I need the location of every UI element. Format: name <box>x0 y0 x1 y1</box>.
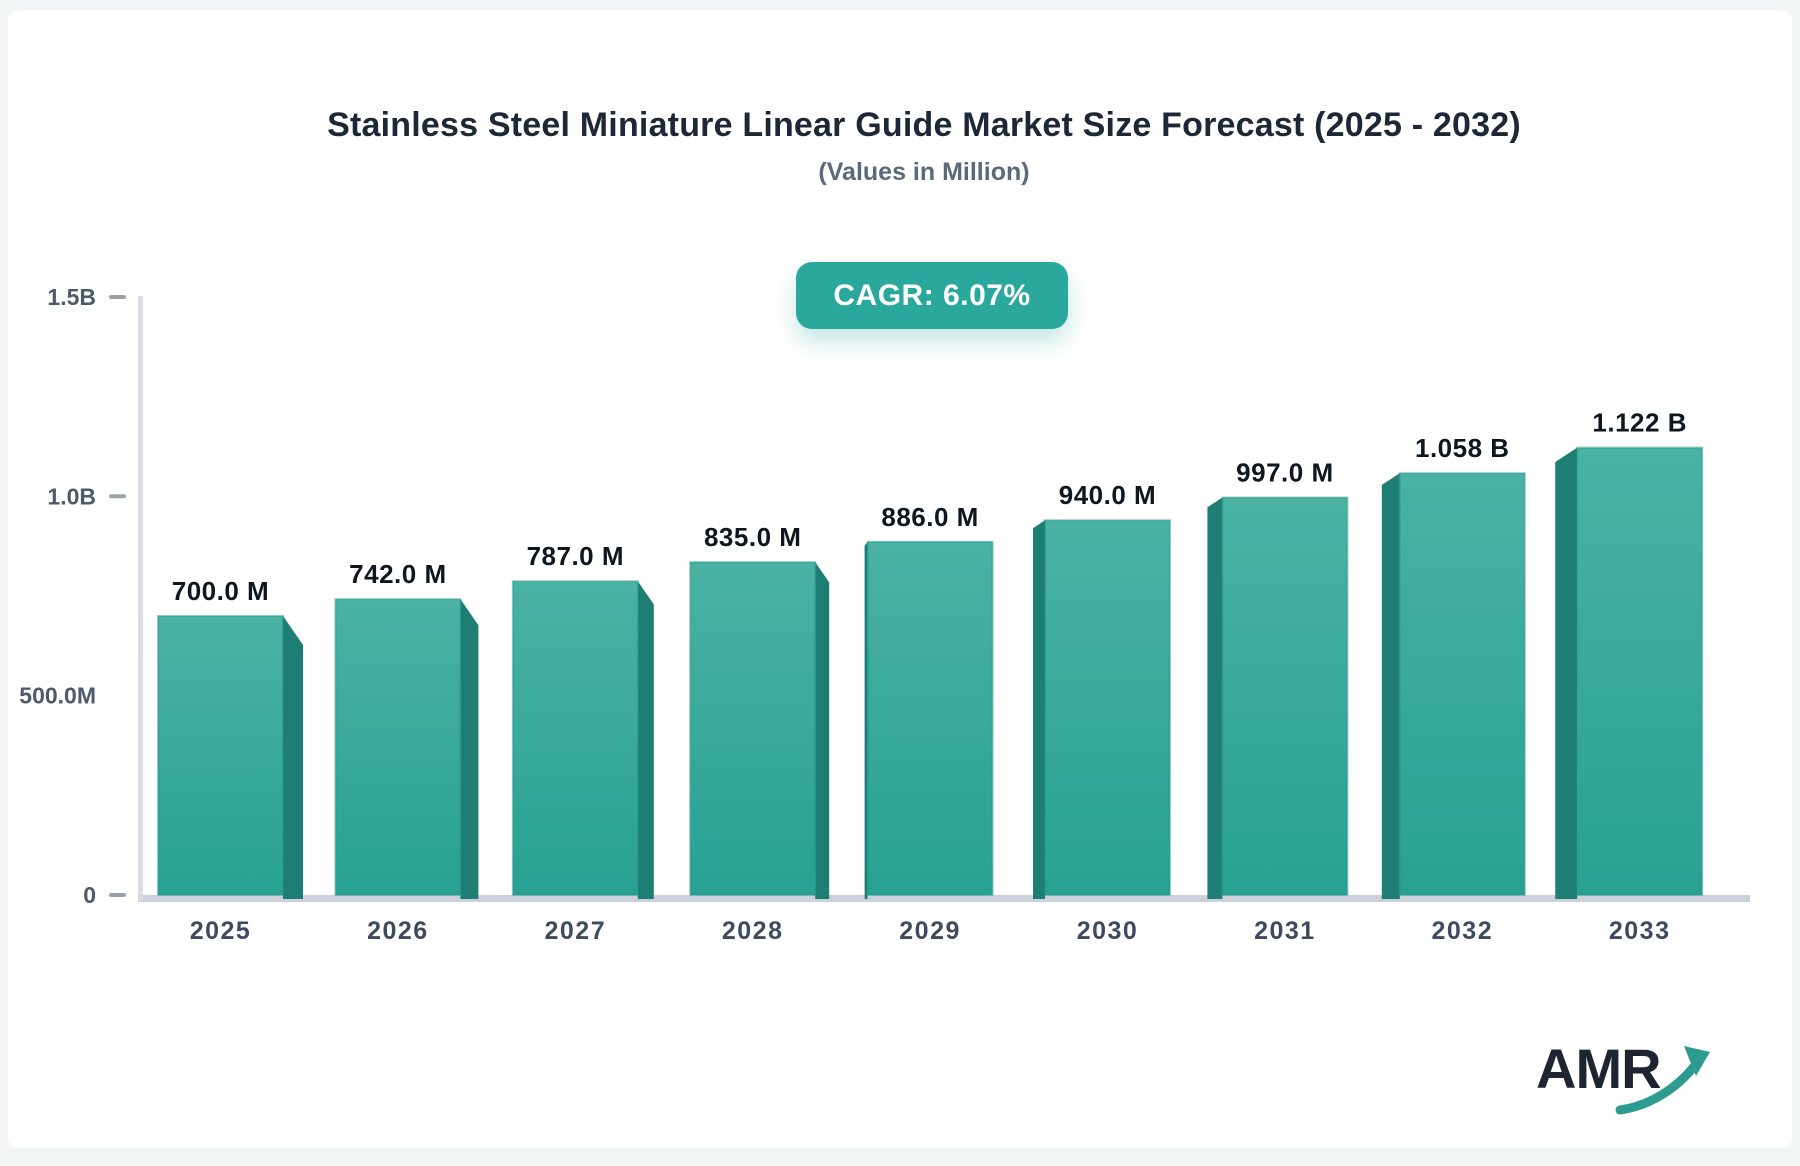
x-axis-label-2025: 2025 <box>190 917 252 945</box>
bar-2026[interactable]: 742.0 M 2026 <box>334 559 479 945</box>
x-axis-label-2027: 2027 <box>544 917 606 945</box>
bar-value-label: 700.0 M <box>172 576 269 606</box>
x-axis-label-2026: 2026 <box>367 917 429 945</box>
bar-side-face <box>1033 520 1045 899</box>
bar-front-face <box>1398 472 1526 896</box>
chart-title: Stainless Steel Miniature Linear Guide M… <box>327 106 1521 144</box>
bar-2031[interactable]: 997.0 M 2031 <box>1207 457 1349 945</box>
bar-side-face <box>283 615 303 899</box>
bar-side-face <box>1555 447 1578 899</box>
bar-value-label: 886.0 M <box>881 502 978 532</box>
y-axis-tick <box>109 494 126 499</box>
bar-front-face <box>157 614 284 896</box>
y-axis-tick <box>109 294 126 299</box>
x-axis-label-2030: 2030 <box>1077 917 1139 945</box>
chart-card: 1.5B 1.0B 500.0M 0 700.0 M 2025 742.0 M 2026 78… <box>8 10 1792 1148</box>
bar-2025[interactable]: 700.0 M 2025 <box>157 576 303 945</box>
bar-2030[interactable]: 940.0 M 2030 <box>1033 480 1171 945</box>
bar-value-label: 787.0 M <box>527 541 624 571</box>
growth-arrow-icon <box>1615 1046 1710 1115</box>
bar-2029[interactable]: 886.0 M 2029 <box>864 502 994 945</box>
bar-value-label: 997.0 M <box>1236 457 1333 487</box>
chart-subtitle: (Values in Million) <box>818 158 1030 186</box>
bar-2027[interactable]: 787.0 M 2027 <box>511 541 654 945</box>
bar-side-face <box>1207 497 1223 899</box>
bar-front-face <box>1044 519 1171 896</box>
x-axis-label-2028: 2028 <box>722 917 784 945</box>
bar-side-face <box>460 599 479 899</box>
forecast-bar-chart: 1.5B 1.0B 500.0M 0 700.0 M 2025 742.0 M 2026 78… <box>19 284 1750 945</box>
y-axis-label: 1.5B <box>47 284 96 310</box>
bar-front-face <box>689 561 817 896</box>
y-axis-label: 0 <box>83 882 96 908</box>
bars-layer: 700.0 M 2025 742.0 M 2026 787.0 M 2027 835.0 M… <box>157 408 1704 945</box>
bar-side-face <box>1381 473 1400 899</box>
bar-front-face <box>334 598 462 896</box>
axis-layer: 1.5B 1.0B 500.0M 0 <box>19 284 1750 908</box>
y-axis-label: 1.0B <box>47 483 96 509</box>
bar-front-face <box>1221 496 1349 896</box>
x-axis-line <box>138 895 1750 902</box>
bar-front-face <box>866 540 994 896</box>
x-axis-label-2033: 2033 <box>1609 917 1671 945</box>
y-axis-label: 500.0M <box>19 683 96 709</box>
y-axis-line <box>138 296 143 901</box>
x-axis-label-2032: 2032 <box>1431 917 1493 945</box>
bar-value-label: 1.058 B <box>1415 433 1510 463</box>
bar-side-face <box>864 541 868 899</box>
bar-2033[interactable]: 1.122 B 2033 <box>1555 408 1704 945</box>
bar-side-face <box>815 562 830 899</box>
y-axis-tick <box>109 893 126 897</box>
bar-front-face <box>1576 446 1704 896</box>
bar-2032[interactable]: 1.058 B 2032 <box>1381 433 1526 945</box>
bar-value-label: 742.0 M <box>349 559 446 589</box>
x-axis-label-2031: 2031 <box>1254 917 1316 945</box>
amr-logo-text: AMR <box>1536 1037 1662 1100</box>
x-axis-label-2029: 2029 <box>899 917 961 945</box>
bar-front-face <box>511 580 639 896</box>
bar-2028[interactable]: 835.0 M 2028 <box>689 522 830 945</box>
cagr-badge: CAGR: 6.07% <box>796 262 1068 329</box>
bar-side-face <box>637 581 654 899</box>
bar-value-label: 940.0 M <box>1059 480 1156 510</box>
bar-value-label: 835.0 M <box>704 522 801 552</box>
bar-value-label: 1.122 B <box>1592 408 1687 438</box>
amr-logo: AMR <box>1536 1036 1736 1126</box>
